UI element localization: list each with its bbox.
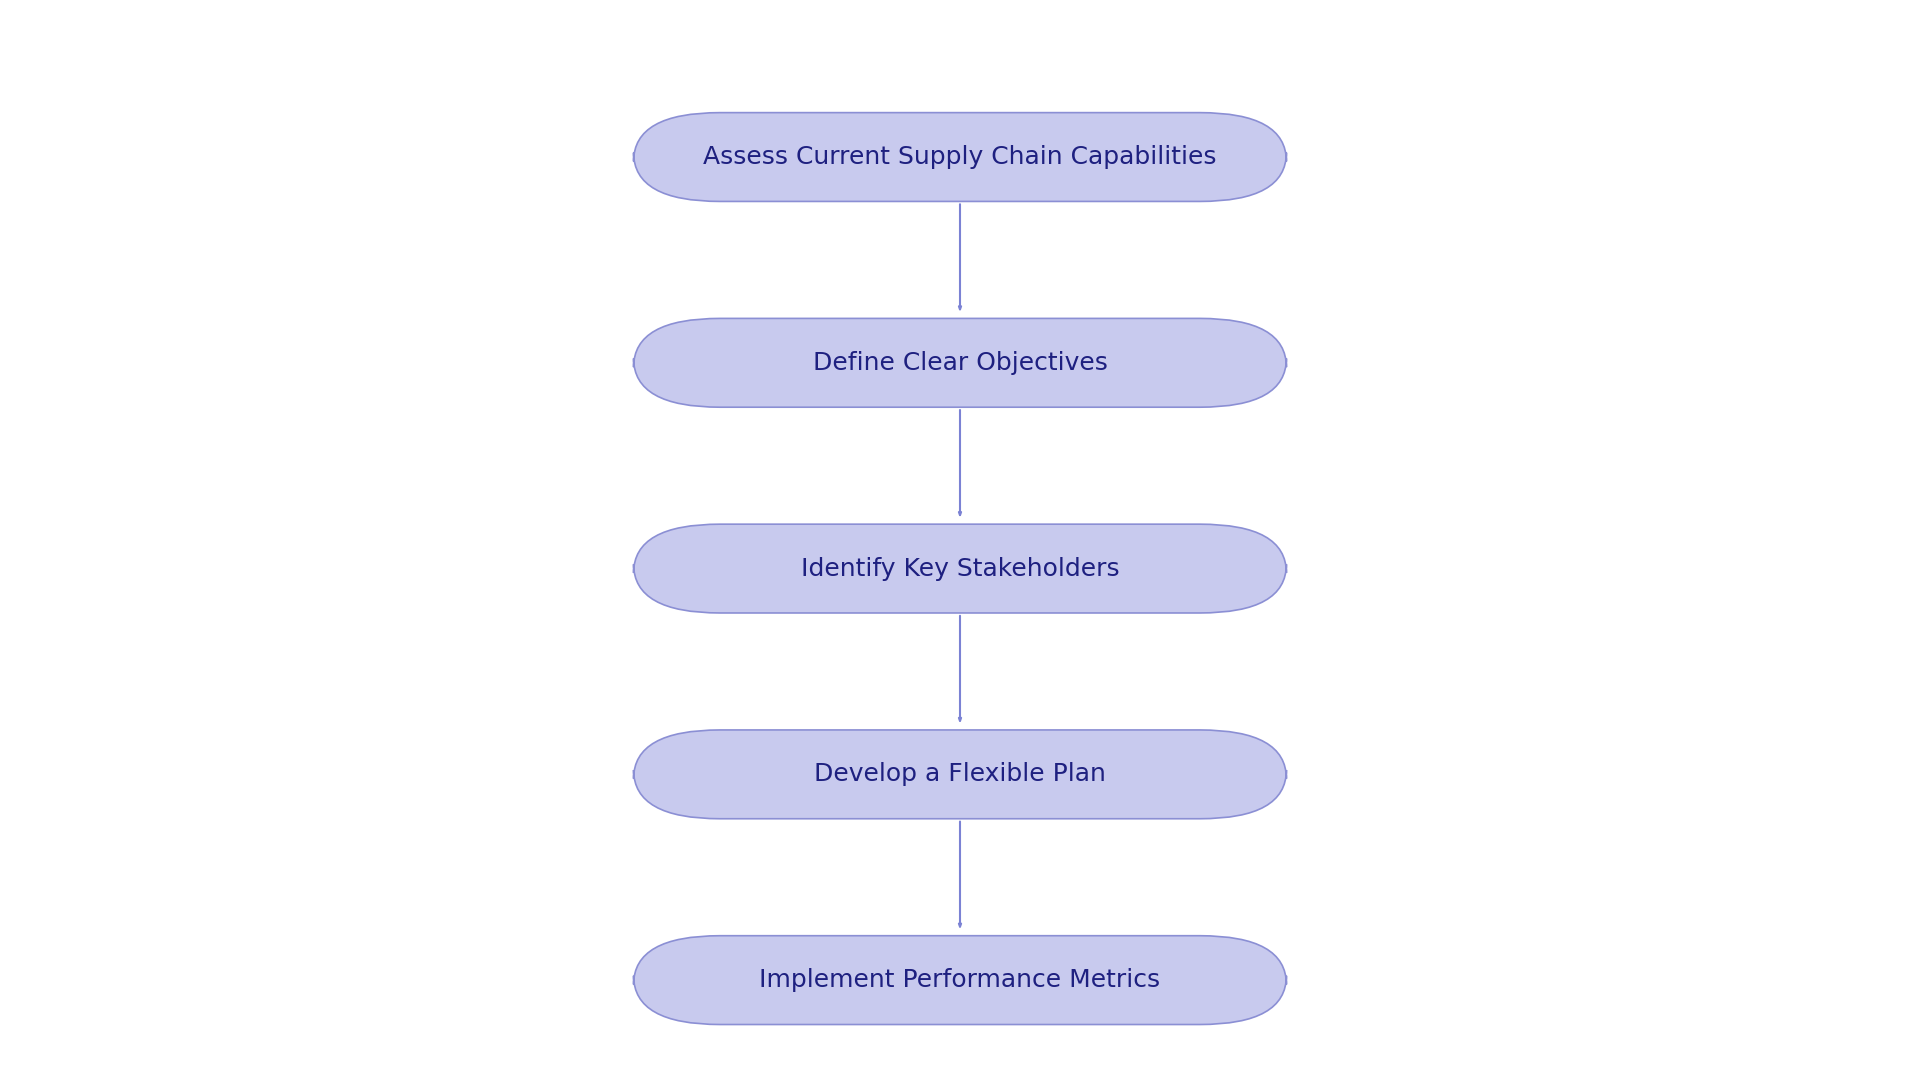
Text: Identify Key Stakeholders: Identify Key Stakeholders (801, 557, 1119, 580)
FancyBboxPatch shape (634, 524, 1286, 613)
FancyBboxPatch shape (634, 936, 1286, 1025)
FancyBboxPatch shape (634, 318, 1286, 407)
FancyBboxPatch shape (634, 730, 1286, 819)
Text: Develop a Flexible Plan: Develop a Flexible Plan (814, 762, 1106, 786)
Text: Implement Performance Metrics: Implement Performance Metrics (760, 968, 1160, 992)
FancyBboxPatch shape (634, 113, 1286, 201)
Text: Assess Current Supply Chain Capabilities: Assess Current Supply Chain Capabilities (703, 145, 1217, 169)
Text: Define Clear Objectives: Define Clear Objectives (812, 351, 1108, 375)
